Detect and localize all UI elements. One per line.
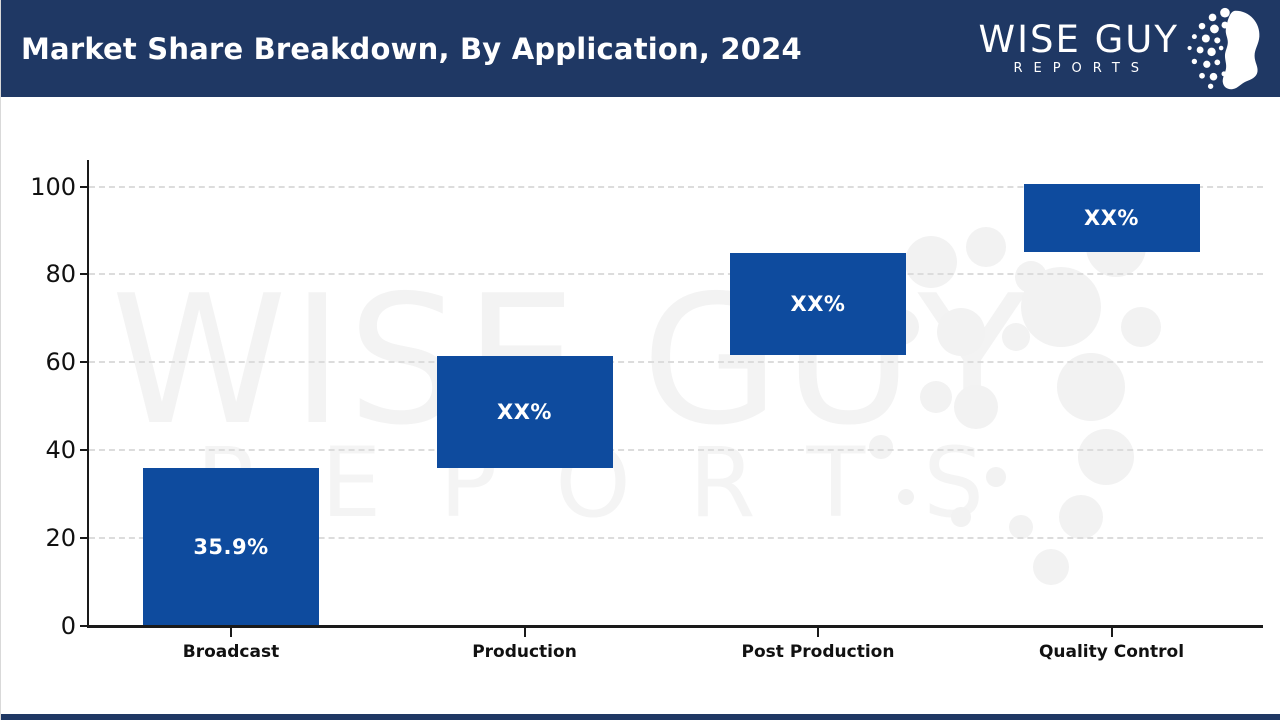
bar-post-production: XX%: [730, 253, 906, 355]
bar-value-label: XX%: [497, 399, 552, 424]
y-axis-tick: [80, 273, 89, 276]
y-axis-tick: [80, 361, 89, 364]
gridline-y-80: [89, 273, 1263, 276]
bar-value-label: 35.9%: [193, 535, 269, 560]
watermark-dot: [986, 467, 1006, 487]
y-axis-tick-label: 0: [60, 612, 76, 640]
watermark-dot: [1033, 549, 1069, 585]
gridline-y-40: [89, 449, 1263, 452]
footer-accent-bar: [1, 714, 1280, 720]
x-axis-tick: [230, 628, 232, 637]
y-axis-tick-label: 60: [45, 348, 76, 377]
x-axis-tick: [523, 628, 526, 637]
x-axis-tick: [1110, 628, 1113, 637]
logo-wordmark: WISE GUY: [978, 18, 1179, 61]
y-axis-tick: [80, 625, 89, 627]
watermark-dot: [898, 489, 914, 505]
dotted-head-icon: [1187, 7, 1260, 89]
x-axis-category-label: Post Production: [741, 642, 895, 662]
y-axis-tick: [80, 185, 89, 188]
watermark-dot: [869, 435, 893, 459]
bar-production: XX%: [436, 355, 613, 469]
watermark-dot: [1057, 353, 1125, 421]
y-axis-tick-label: 20: [45, 524, 76, 553]
y-axis-tick-label: 80: [45, 260, 76, 289]
logo-text: WISE GUY REPORTS: [979, 21, 1179, 76]
wise-guy-reports-logo: WISE GUY REPORTS: [979, 5, 1280, 93]
watermark-dot: [951, 507, 971, 527]
bar-value-label: XX%: [790, 292, 846, 317]
x-axis-tick: [817, 628, 819, 637]
gridline-y-20: [89, 537, 1263, 540]
plot-area: 0 20 40 60 80 100 35.9% Broadcast XX% Production X…: [1, 97, 1280, 714]
y-axis-tick: [80, 449, 89, 452]
gridline-y-100: [89, 185, 1263, 188]
watermark-dot: [920, 381, 952, 413]
bar-quality-control: XX%: [1023, 184, 1200, 252]
header-banner: Market Share Breakdown, By Application, …: [1, 0, 1280, 97]
page-title: Market Share Breakdown, By Application, …: [21, 31, 802, 66]
watermark-dot: [954, 385, 998, 429]
watermark-dot: [905, 236, 957, 288]
logo-subtitle: REPORTS: [1013, 61, 1151, 76]
watermark-dot: [1009, 515, 1033, 539]
bar-value-label: XX%: [1084, 205, 1139, 230]
y-axis: [87, 160, 89, 628]
x-axis: [87, 625, 1263, 628]
gridline-y-60: [89, 361, 1263, 364]
watermark-dot: [1059, 495, 1103, 539]
y-axis-tick-label: 100: [30, 172, 76, 201]
watermark-dot: [1078, 429, 1134, 485]
watermark-dot: [1021, 267, 1101, 347]
chart-area: WISE GUY REPORTS 0 20 40 60 80 100 35.9% Broadc…: [1, 97, 1280, 714]
x-axis-category-label: Broadcast: [182, 642, 280, 662]
x-axis-category-label: Production: [472, 642, 577, 662]
bar-broadcast: 35.9%: [143, 468, 319, 626]
x-axis-category-label: Quality Control: [1038, 642, 1185, 662]
watermark-dot: [937, 308, 985, 356]
watermark-dot: [966, 227, 1006, 267]
watermark-dot: [1002, 323, 1030, 351]
watermark-dot: [1121, 307, 1161, 347]
y-axis-tick: [80, 537, 89, 540]
y-axis-tick-label: 40: [45, 436, 76, 465]
